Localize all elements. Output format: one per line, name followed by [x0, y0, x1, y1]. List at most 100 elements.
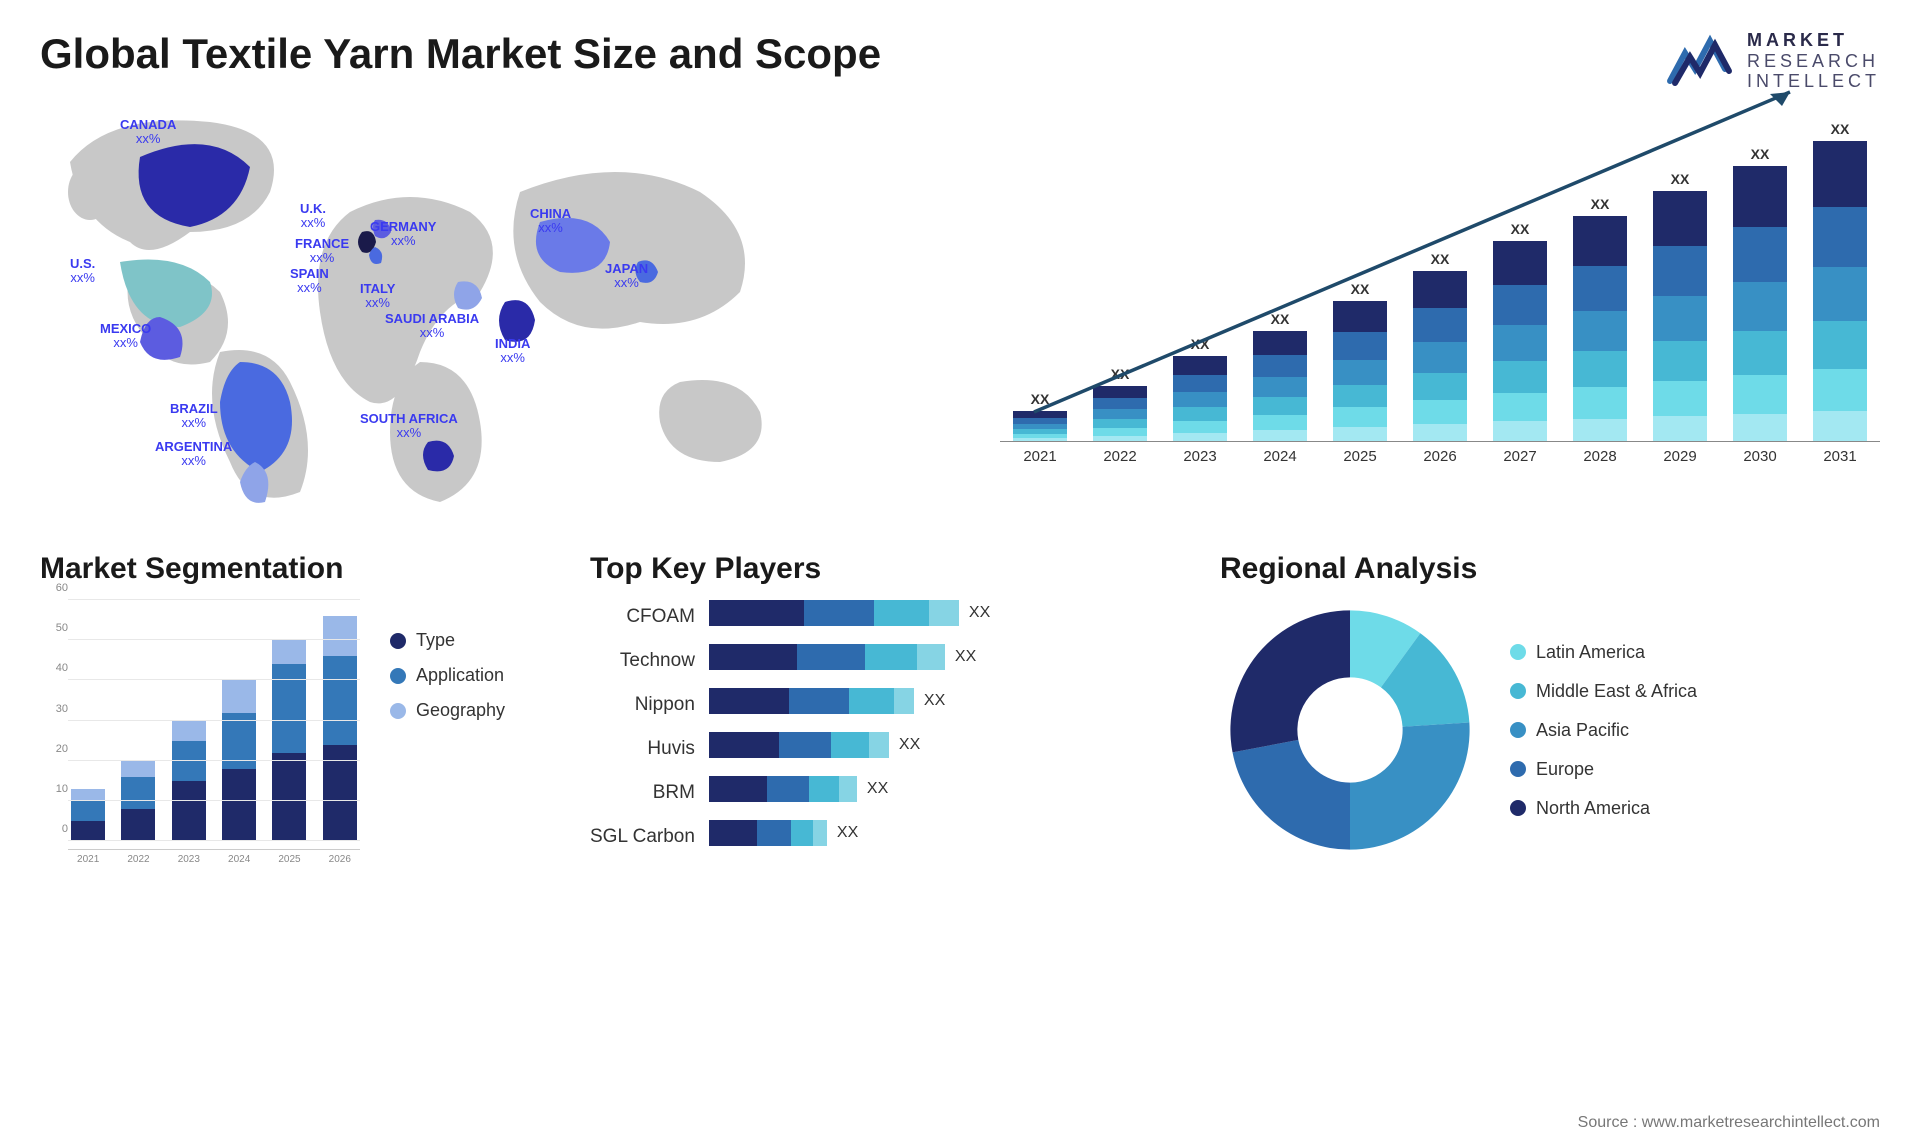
- main-x-label: 2024: [1253, 448, 1307, 465]
- main-bar-value-label: XX: [1351, 281, 1370, 297]
- map-label-china: CHINAxx%: [530, 207, 571, 236]
- map-label-france: FRANCExx%: [295, 237, 349, 266]
- main-bar-2023: XX: [1173, 336, 1227, 441]
- main-bar-value-label: XX: [1271, 311, 1290, 327]
- seg-bar-2026: [323, 616, 357, 841]
- map-label-saudiarabia: SAUDI ARABIAxx%: [385, 312, 479, 341]
- logo-line-2: RESEARCH: [1747, 51, 1880, 72]
- seg-bar-2024: [222, 680, 256, 841]
- map-label-canada: CANADAxx%: [120, 118, 176, 147]
- seg-x-label: 2026: [323, 854, 357, 865]
- map-label-spain: SPAINxx%: [290, 267, 329, 296]
- main-bar-value-label: XX: [1031, 391, 1050, 407]
- main-bar-value-label: XX: [1591, 196, 1610, 212]
- main-x-label: 2028: [1573, 448, 1627, 465]
- map-label-us: U.S.xx%: [70, 257, 95, 286]
- ra-legend-item: Latin America: [1510, 642, 1697, 663]
- main-x-label: 2025: [1333, 448, 1387, 465]
- key-players-labels: CFOAMTechnowNipponHuvisBRMSGL Carbon: [590, 600, 695, 850]
- regional-donut: [1220, 600, 1480, 860]
- map-label-brazil: BRAZILxx%: [170, 402, 218, 431]
- main-bar-chart: XX XX XX XX XX XX XX XX XX XX XX 2021 2022 2023 2024 2…: [1000, 102, 1880, 522]
- key-players-panel: Top Key Players CFOAMTechnowNipponHuvisB…: [590, 552, 1190, 865]
- seg-gridline: [68, 720, 360, 721]
- kp-label: Technow: [620, 648, 695, 674]
- main-bar-value-label: XX: [1431, 251, 1450, 267]
- main-x-label: 2023: [1173, 448, 1227, 465]
- main-bar-2028: XX: [1573, 196, 1627, 441]
- seg-gridline: [68, 599, 360, 600]
- map-label-uk: U.K.xx%: [300, 202, 326, 231]
- main-bar-value-label: XX: [1511, 221, 1530, 237]
- main-bar-2030: XX: [1733, 146, 1787, 441]
- main-x-label: 2027: [1493, 448, 1547, 465]
- kp-row-nippon: XX: [709, 688, 1190, 714]
- main-bar-value-label: XX: [1191, 336, 1210, 352]
- logo-line-1: MARKET: [1747, 30, 1880, 51]
- main-bar-value-label: XX: [1751, 146, 1770, 162]
- segmentation-title: Market Segmentation: [40, 552, 560, 586]
- header: Global Textile Yarn Market Size and Scop…: [40, 30, 1880, 92]
- seg-legend-item: Geography: [390, 700, 505, 721]
- seg-gridline: [68, 840, 360, 841]
- main-bar-2027: XX: [1493, 221, 1547, 441]
- kp-row-cfoam: XX: [709, 600, 1190, 626]
- main-bar-2022: XX: [1093, 366, 1147, 441]
- bottom-row: Market Segmentation 0102030405060 202120…: [40, 552, 1880, 865]
- kp-label: BRM: [653, 780, 695, 806]
- kp-value: XX: [867, 780, 888, 798]
- kp-value: XX: [837, 824, 858, 842]
- seg-bar-2023: [172, 721, 206, 841]
- segmentation-legend: Type Application Geography: [390, 600, 505, 865]
- segmentation-chart: 0102030405060 202120222023202420252026: [40, 600, 360, 865]
- regional-title: Regional Analysis: [1220, 552, 1880, 586]
- seg-y-tick: 50: [56, 622, 68, 634]
- logo-text: MARKET RESEARCH INTELLECT: [1747, 30, 1880, 92]
- key-players-title: Top Key Players: [590, 552, 1190, 586]
- seg-x-label: 2025: [272, 854, 306, 865]
- main-bar-value-label: XX: [1671, 171, 1690, 187]
- regional-panel: Regional Analysis Latin America Middle Ea…: [1220, 552, 1880, 865]
- kp-row-huvis: XX: [709, 732, 1190, 758]
- main-bar-2025: XX: [1333, 281, 1387, 441]
- seg-y-tick: 40: [56, 662, 68, 674]
- ra-legend-item: Europe: [1510, 759, 1697, 780]
- seg-bar-2022: [121, 761, 155, 841]
- main-x-label: 2026: [1413, 448, 1467, 465]
- donut-slice-northamerica: [1230, 610, 1350, 752]
- kp-value: XX: [899, 736, 920, 754]
- source-label: Source : www.marketresearchintellect.com: [1578, 1114, 1880, 1132]
- donut-slice-europe: [1233, 740, 1350, 850]
- kp-row-technow: XX: [709, 644, 1190, 670]
- main-x-label: 2031: [1813, 448, 1867, 465]
- map-label-mexico: MEXICOxx%: [100, 322, 151, 351]
- main-x-label: 2030: [1733, 448, 1787, 465]
- main-x-label: 2021: [1013, 448, 1067, 465]
- kp-row-sglcarbon: XX: [709, 820, 1190, 846]
- main-bar-2031: XX: [1813, 121, 1867, 441]
- ra-legend-item: Middle East & Africa: [1510, 681, 1697, 702]
- main-bar-2021: XX: [1013, 391, 1067, 441]
- map-label-italy: ITALYxx%: [360, 282, 395, 311]
- kp-value: XX: [955, 648, 976, 666]
- key-players-bars: XX XX XX XX XX XX: [709, 600, 1190, 850]
- logo-line-3: INTELLECT: [1747, 71, 1880, 92]
- map-label-southafrica: SOUTH AFRICAxx%: [360, 412, 458, 441]
- seg-x-label: 2024: [222, 854, 256, 865]
- seg-y-tick: 20: [56, 743, 68, 755]
- map-label-japan: JAPANxx%: [605, 262, 648, 291]
- main-x-label: 2022: [1093, 448, 1147, 465]
- main-bar-2026: XX: [1413, 251, 1467, 441]
- main-x-label: 2029: [1653, 448, 1707, 465]
- seg-y-tick: 30: [56, 703, 68, 715]
- seg-y-tick: 10: [56, 783, 68, 795]
- donut-slice-asiapacific: [1350, 723, 1470, 850]
- map-label-argentina: ARGENTINAxx%: [155, 440, 232, 469]
- main-bar-value-label: XX: [1111, 366, 1130, 382]
- seg-bar-2025: [272, 640, 306, 841]
- seg-legend-item: Application: [390, 665, 505, 686]
- seg-legend-item: Type: [390, 630, 505, 651]
- kp-label: CFOAM: [626, 604, 695, 630]
- kp-value: XX: [924, 692, 945, 710]
- segmentation-panel: Market Segmentation 0102030405060 202120…: [40, 552, 560, 865]
